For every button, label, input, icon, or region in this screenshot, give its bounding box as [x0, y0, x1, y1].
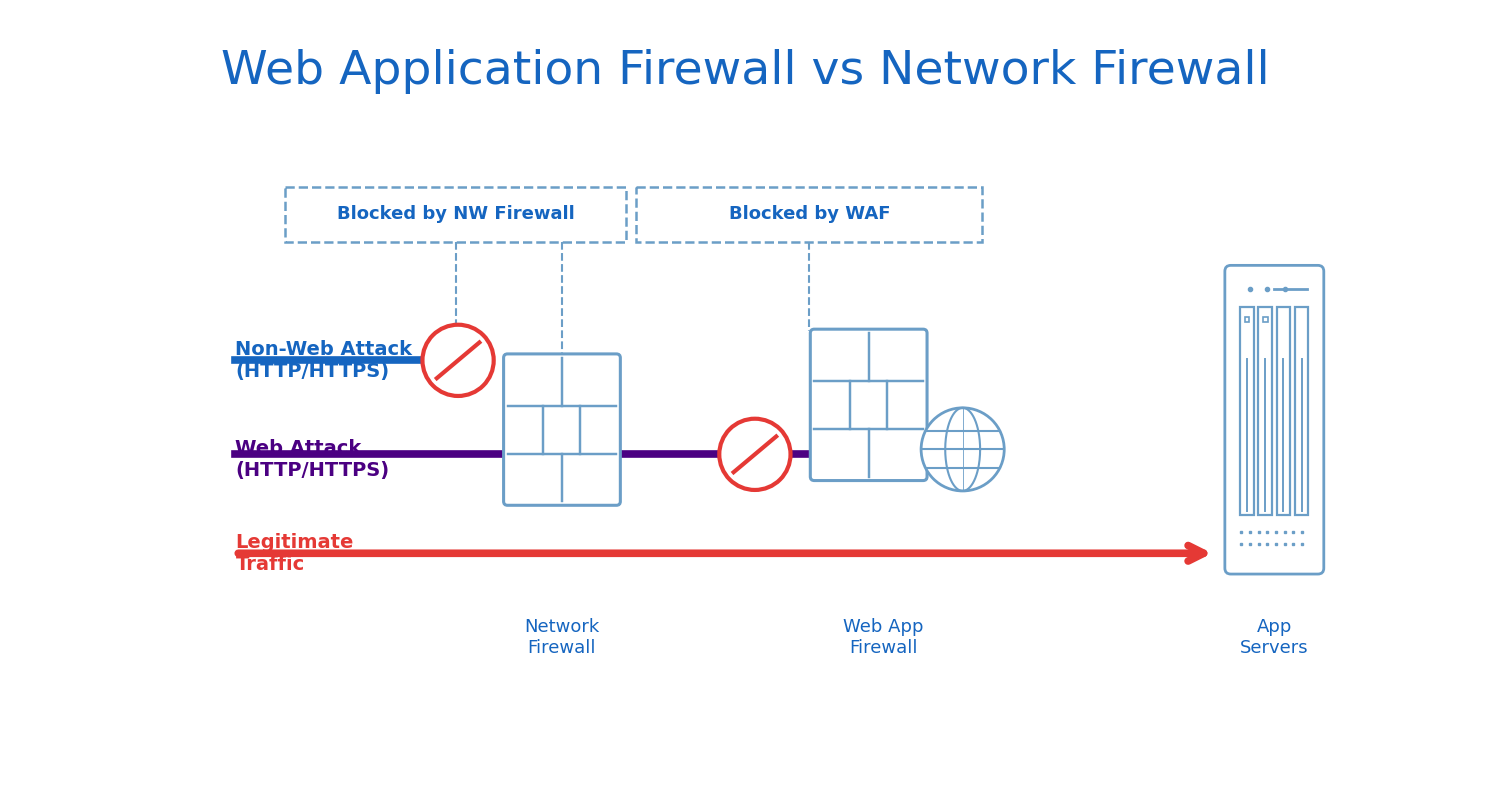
FancyBboxPatch shape: [1276, 307, 1290, 515]
FancyBboxPatch shape: [1245, 317, 1249, 322]
Text: App
Servers: App Servers: [1241, 618, 1309, 657]
Text: Non-Web Attack
(HTTP/HTTPS): Non-Web Attack (HTTP/HTTPS): [236, 340, 413, 381]
FancyBboxPatch shape: [1263, 317, 1267, 322]
Text: Web Attack
(HTTP/HTTPS): Web Attack (HTTP/HTTPS): [236, 439, 389, 480]
Text: Network
Firewall: Network Firewall: [525, 618, 599, 657]
FancyBboxPatch shape: [1226, 265, 1324, 574]
Circle shape: [422, 325, 494, 396]
FancyBboxPatch shape: [1294, 307, 1309, 515]
Text: Web App
Firewall: Web App Firewall: [844, 618, 924, 657]
FancyBboxPatch shape: [1258, 307, 1272, 515]
FancyBboxPatch shape: [285, 187, 626, 242]
FancyBboxPatch shape: [637, 187, 983, 242]
FancyBboxPatch shape: [1241, 307, 1254, 515]
FancyBboxPatch shape: [504, 354, 620, 506]
FancyBboxPatch shape: [810, 329, 927, 480]
Text: Blocked by NW Firewall: Blocked by NW Firewall: [337, 206, 574, 224]
Circle shape: [719, 418, 790, 490]
Text: Web Application Firewall vs Network Firewall: Web Application Firewall vs Network Fire…: [221, 49, 1269, 94]
Circle shape: [921, 408, 1005, 491]
Text: Legitimate
Traffic: Legitimate Traffic: [236, 533, 353, 574]
Text: Blocked by WAF: Blocked by WAF: [729, 206, 890, 224]
